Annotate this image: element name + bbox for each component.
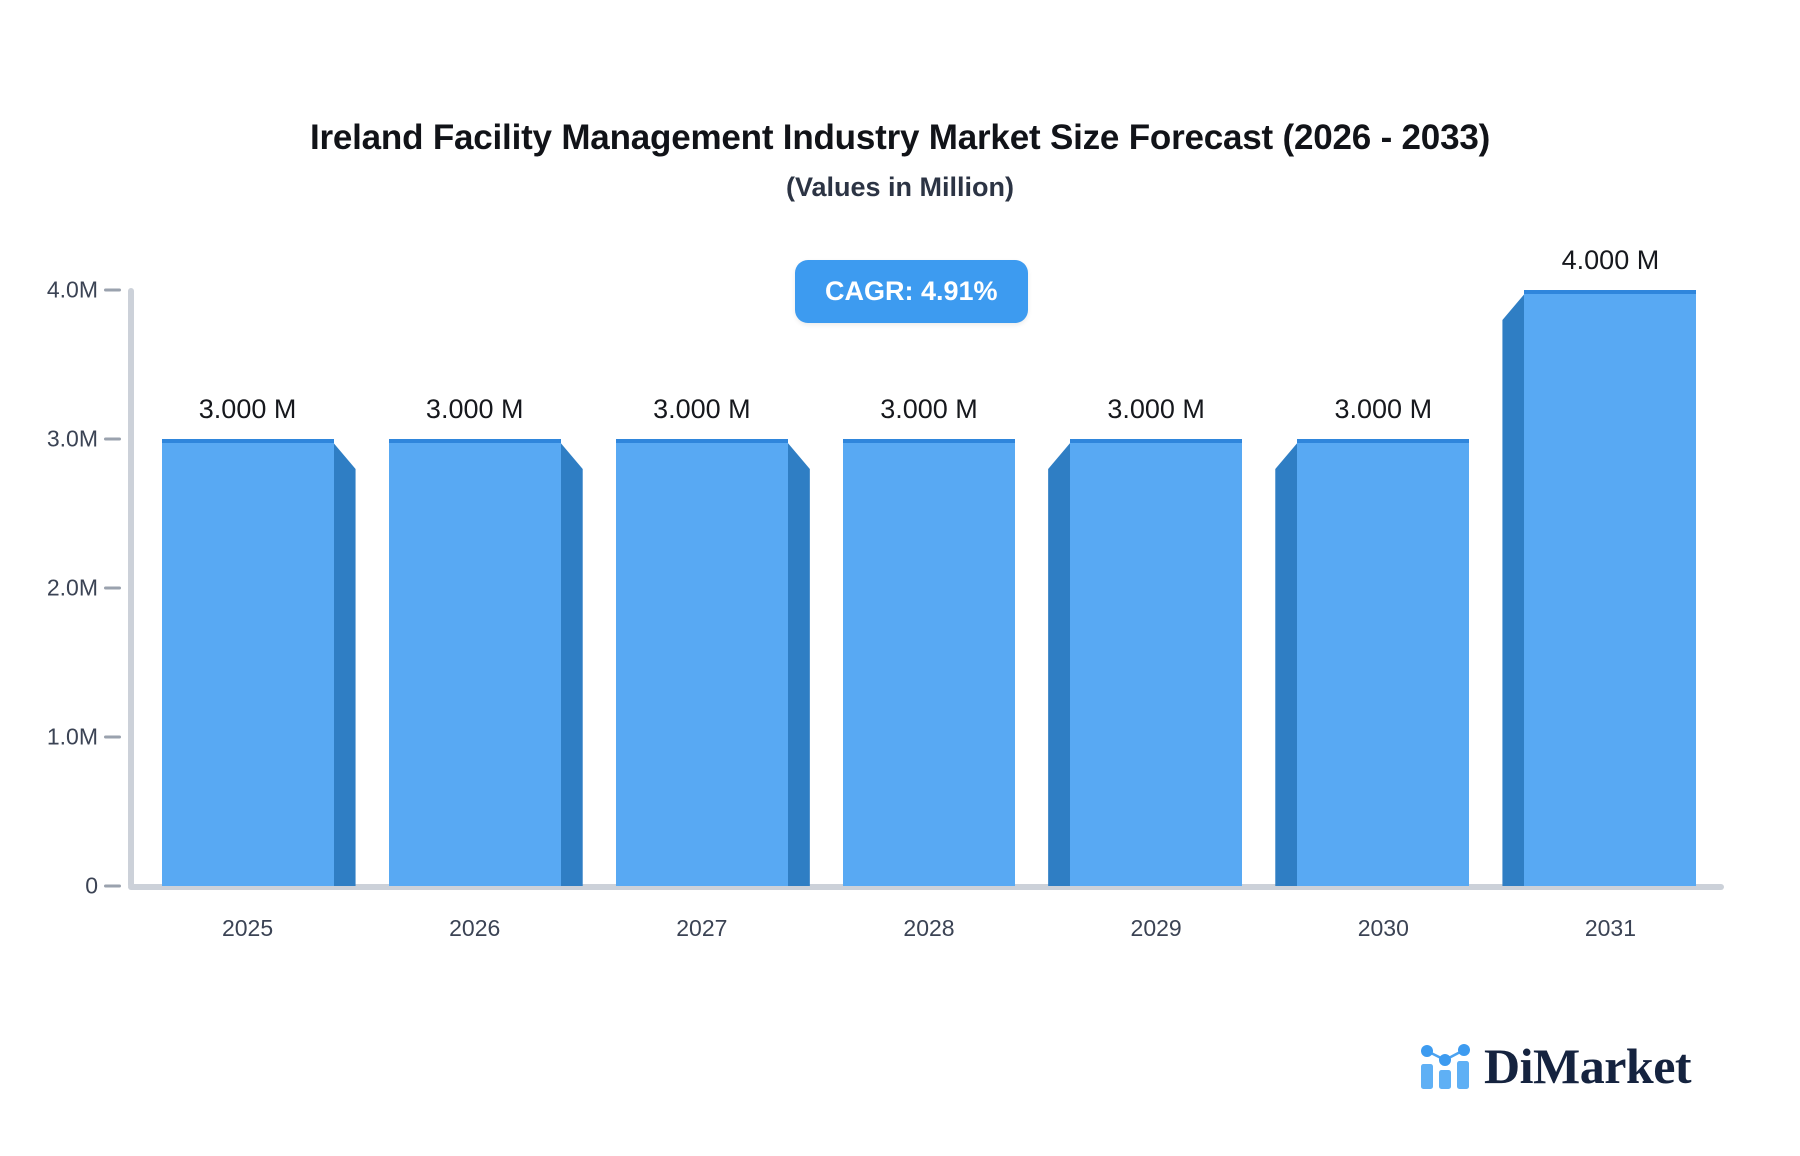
bar-side-face bbox=[560, 443, 583, 886]
y-axis-tick-label: 2.0M bbox=[46, 574, 98, 601]
y-axis-tick-label: 3.0M bbox=[46, 425, 98, 452]
bar-front-face bbox=[843, 439, 1015, 886]
x-axis-tick-label-2026: 2026 bbox=[449, 915, 501, 941]
y-axis-tick-mark bbox=[104, 586, 121, 590]
bar-front-face bbox=[161, 439, 334, 886]
bar-2031[interactable]: 4.000 M bbox=[1502, 245, 1697, 886]
x-axis-line bbox=[128, 884, 1724, 890]
bar-front-face bbox=[1524, 290, 1697, 886]
bar-side-face bbox=[1275, 443, 1298, 886]
y-axis-tick-label: 0 bbox=[85, 872, 98, 899]
bar-2027[interactable]: 3.000 M bbox=[615, 394, 810, 886]
bar-value-label: 3.000 M bbox=[653, 394, 751, 424]
bar-2029[interactable]: 3.000 M bbox=[1048, 394, 1243, 886]
bar-value-label: 3.000 M bbox=[425, 394, 524, 424]
x-axis-tick-label-2028: 2028 bbox=[903, 915, 955, 941]
y-axis-tick-mark bbox=[104, 437, 121, 441]
y-axis-tick-mark bbox=[104, 735, 121, 739]
bar-front-face bbox=[1070, 439, 1243, 886]
bar-front-face bbox=[615, 439, 788, 886]
brand-logo: DiMarket bbox=[1418, 1038, 1692, 1094]
bar-side-face bbox=[1502, 294, 1525, 886]
x-axis-tick-label-2030: 2030 bbox=[1357, 915, 1409, 941]
bar-2030[interactable]: 3.000 M bbox=[1275, 394, 1470, 886]
bar-value-label: 3.000 M bbox=[880, 394, 978, 424]
bar-2025[interactable]: 3.000 M bbox=[161, 394, 356, 886]
bar-value-label: 4.000 M bbox=[1561, 245, 1660, 275]
y-axis-tick-mark bbox=[104, 288, 121, 292]
bar-front-face bbox=[388, 439, 561, 886]
bar-side-face bbox=[1048, 443, 1071, 886]
x-axis-tick-label-2031: 2031 bbox=[1584, 915, 1637, 941]
y-axis-tick-label: 1.0M bbox=[46, 723, 98, 750]
bar-side-face bbox=[787, 443, 810, 886]
cagr-badge: CAGR: 4.91% bbox=[795, 260, 1028, 323]
chart-subtitle: (Values in Million) bbox=[785, 172, 1015, 202]
chart-title: Ireland Facility Management Industry Mar… bbox=[309, 118, 1491, 157]
x-axis-tick-label-2029: 2029 bbox=[1130, 915, 1182, 941]
bar-value-label: 3.000 M bbox=[1334, 394, 1433, 424]
y-axis-line bbox=[128, 288, 134, 888]
y-axis-tick-mark bbox=[104, 884, 121, 888]
bar-2026[interactable]: 3.000 M bbox=[388, 394, 583, 886]
x-axis-tick-label-2027: 2027 bbox=[676, 915, 728, 941]
logo-text: DiMarket bbox=[1484, 1038, 1692, 1094]
bar-front-face bbox=[1297, 439, 1470, 886]
bar-side-face bbox=[333, 443, 356, 886]
y-axis-tick-label: 4.0M bbox=[46, 276, 98, 303]
bar-2028[interactable]: 3.000 M bbox=[843, 394, 1015, 886]
bar-value-label: 3.000 M bbox=[198, 394, 297, 424]
bar-chart-logo-icon bbox=[1421, 1044, 1470, 1089]
bar-value-label: 3.000 M bbox=[1107, 394, 1205, 424]
x-axis-tick-label-2025: 2025 bbox=[221, 915, 274, 941]
